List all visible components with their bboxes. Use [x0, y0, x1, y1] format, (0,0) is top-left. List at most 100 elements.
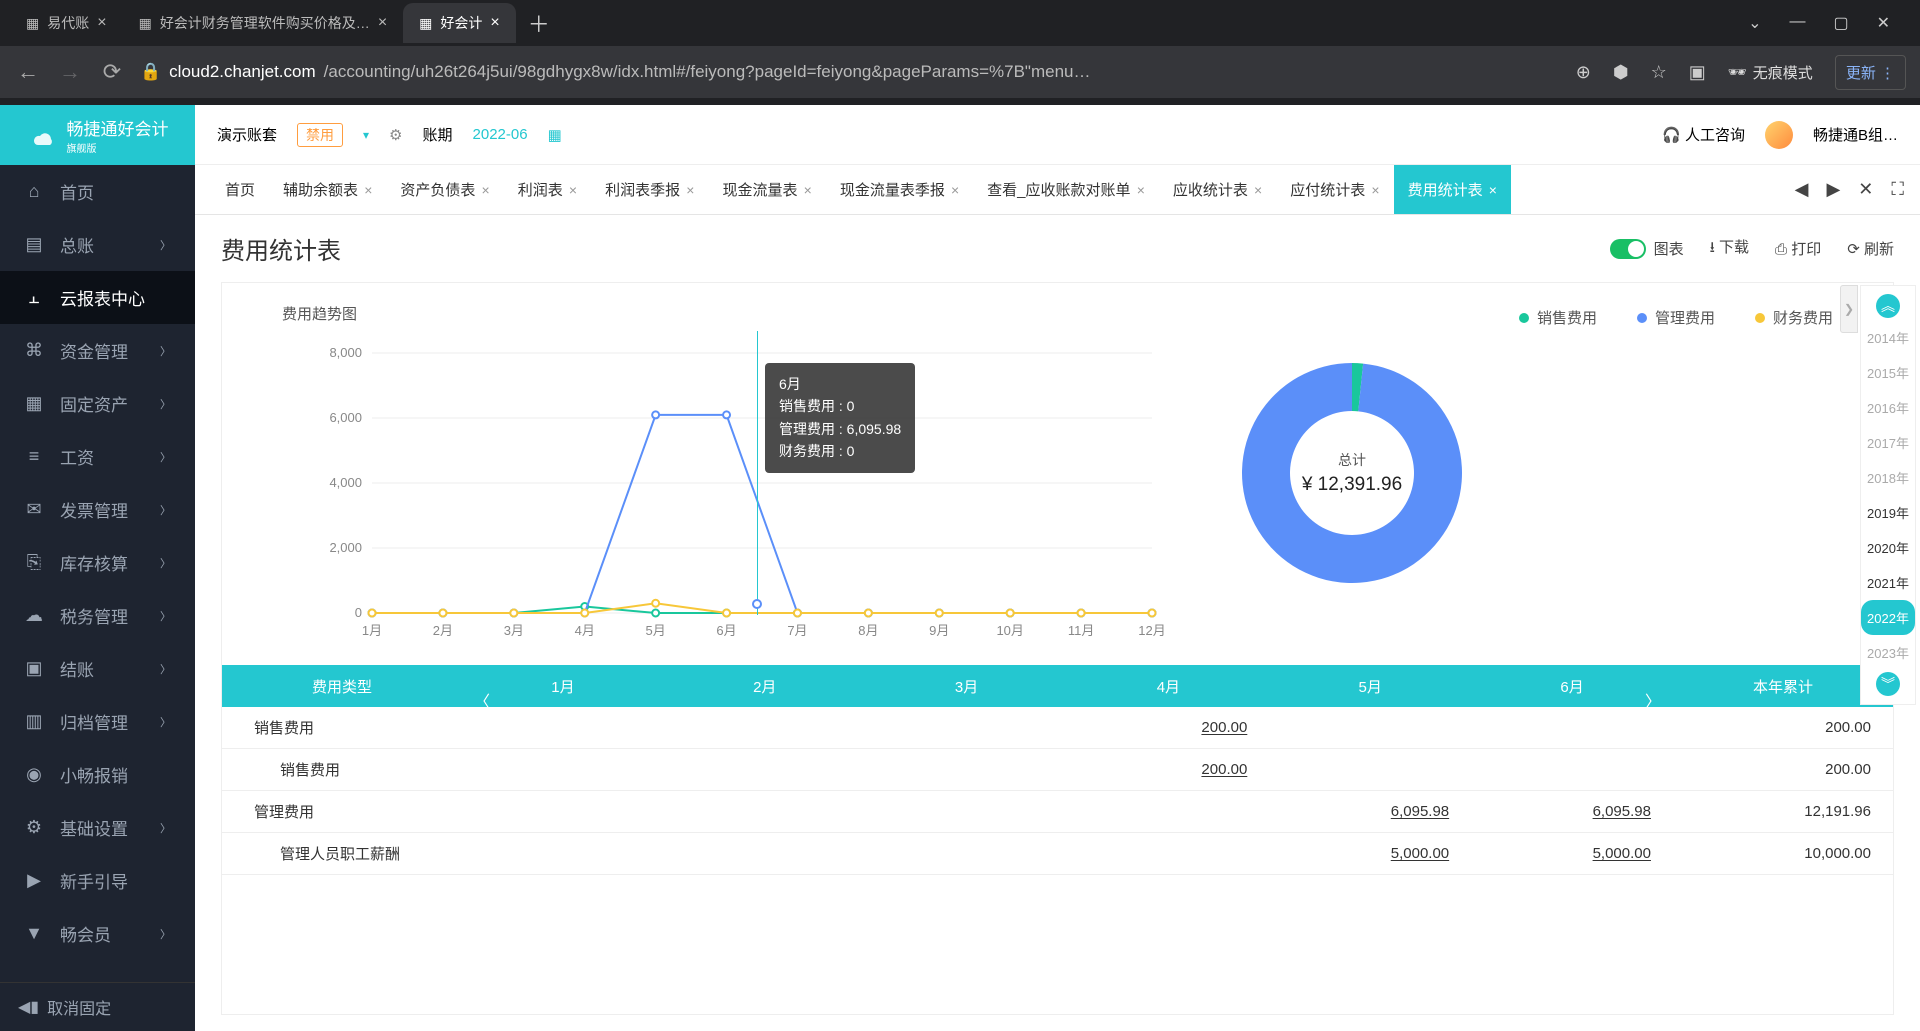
sidebar-item-report2[interactable]: ◉小畅报销: [0, 748, 195, 801]
close-icon[interactable]: ×: [1371, 182, 1379, 198]
maximize-icon[interactable]: ▢: [1833, 13, 1848, 33]
chart-hover-dot: [752, 599, 762, 609]
close-icon[interactable]: ×: [97, 14, 106, 32]
legend-item[interactable]: 财务费用: [1755, 307, 1833, 328]
close-icon[interactable]: ×: [686, 182, 694, 198]
page-tab[interactable]: 辅助余额表 ×: [269, 165, 386, 214]
close-icon[interactable]: ×: [569, 182, 577, 198]
account-selector[interactable]: 演示账套: [217, 124, 277, 145]
year-item[interactable]: 2017年: [1861, 425, 1915, 460]
sidebar-item-inventory[interactable]: ⎘库存核算〉: [0, 536, 195, 589]
year-item[interactable]: 2019年: [1861, 495, 1915, 530]
support-button[interactable]: 🎧 人工咨询: [1662, 124, 1745, 145]
page-tab[interactable]: 资产负债表 ×: [386, 165, 503, 214]
sidebar-item-vip[interactable]: ▼畅会员〉: [0, 907, 195, 960]
extension-icon[interactable]: ⬢: [1613, 62, 1629, 83]
sidebar-item-close-acct[interactable]: ▣结账〉: [0, 642, 195, 695]
sidebar-item-tax[interactable]: ☁税务管理〉: [0, 589, 195, 642]
print-button[interactable]: ⎙ 打印: [1775, 238, 1821, 259]
sidebar-item-settings[interactable]: ⚙基础设置〉: [0, 801, 195, 854]
address-bar[interactable]: 🔒 cloud2.chanjet.com/accounting/uh26t264…: [140, 62, 1562, 82]
minimize-icon[interactable]: ―: [1789, 13, 1805, 33]
fullscreen-icon[interactable]: ⛶: [1891, 179, 1904, 200]
close-icon[interactable]: ×: [1489, 182, 1497, 198]
legend-item[interactable]: 销售费用: [1519, 307, 1597, 328]
table-scroll-right-icon[interactable]: 〉: [1645, 688, 1661, 712]
year-scroll-up-icon[interactable]: ︽: [1876, 294, 1900, 318]
user-label[interactable]: 畅捷通B组…: [1813, 124, 1898, 145]
sidebar-item-ledger[interactable]: ▤总账〉: [0, 218, 195, 271]
tab-next-icon[interactable]: ▶: [1826, 179, 1840, 200]
year-item[interactable]: 2020年: [1861, 530, 1915, 565]
close-icon[interactable]: ×: [1254, 182, 1262, 198]
page-tab[interactable]: 查看_应收账款对账单 ×: [973, 165, 1159, 214]
extension-pin-icon[interactable]: ▣: [1689, 62, 1706, 83]
sidebar-item-asset[interactable]: ▦固定资产〉: [0, 377, 195, 430]
period-value[interactable]: 2022-06: [473, 126, 528, 143]
close-icon[interactable]: ×: [364, 182, 372, 198]
year-scroll-down-icon[interactable]: ︾: [1876, 672, 1900, 696]
page-tab[interactable]: 现金流量表季报 ×: [826, 165, 973, 214]
year-item[interactable]: 2021年: [1861, 565, 1915, 600]
page-tab[interactable]: 现金流量表 ×: [708, 165, 825, 214]
update-button[interactable]: 更新 ⋮: [1835, 55, 1906, 90]
back-icon[interactable]: ←: [14, 59, 42, 85]
legend-item[interactable]: 管理费用: [1637, 307, 1715, 328]
reload-icon[interactable]: ⟳: [98, 59, 126, 85]
page-tab[interactable]: 费用统计表 ×: [1394, 165, 1511, 214]
sidebar-item-salary[interactable]: ≡工资〉: [0, 430, 195, 483]
page-tab[interactable]: 应收统计表 ×: [1159, 165, 1276, 214]
gear-icon[interactable]: ⚙: [389, 126, 402, 144]
sidebar-unpin[interactable]: ◀▮ 取消固定: [0, 982, 195, 1031]
page-tab[interactable]: 首页: [211, 165, 269, 214]
chart-toggle[interactable]: [1610, 239, 1646, 259]
chevron-down-icon[interactable]: ⌄: [1748, 13, 1761, 33]
close-icon[interactable]: ×: [951, 182, 959, 198]
cell-value[interactable]: 200.00: [1067, 761, 1269, 778]
year-item[interactable]: 2016年: [1861, 390, 1915, 425]
avatar[interactable]: [1765, 121, 1793, 149]
panel-collapse-handle[interactable]: ❯: [1840, 285, 1858, 333]
export-button[interactable]: ⭳ 下载: [1710, 236, 1749, 262]
year-item[interactable]: 2015年: [1861, 355, 1915, 390]
tab-close-all-icon[interactable]: ✕: [1858, 179, 1873, 200]
sidebar-item-guide[interactable]: ▶新手引导: [0, 854, 195, 907]
year-item[interactable]: 2022年: [1861, 600, 1915, 635]
cell-value[interactable]: 200.00: [1067, 719, 1269, 736]
browser-tab[interactable]: ▦好会计×: [403, 3, 516, 43]
page-tab[interactable]: 利润表季报 ×: [591, 165, 708, 214]
cell-value[interactable]: 5,000.00: [1471, 845, 1673, 862]
tab-prev-icon[interactable]: ◀: [1795, 179, 1809, 200]
main-panel: 演示账套 禁用 ▾ ⚙ 账期 2022-06 ▦ 🎧 人工咨询 畅捷通B组… 首…: [195, 105, 1920, 1031]
browser-tab[interactable]: ▦好会计财务管理软件购买价格及…×: [123, 3, 404, 43]
new-tab-button[interactable]: ＋: [516, 7, 562, 39]
sidebar-item-archive[interactable]: ▥归档管理〉: [0, 695, 195, 748]
close-icon[interactable]: ×: [378, 14, 387, 32]
sidebar-item-invoice[interactable]: ✉发票管理〉: [0, 483, 195, 536]
close-window-icon[interactable]: ✕: [1877, 13, 1890, 33]
zoom-icon[interactable]: ⊕: [1576, 62, 1591, 83]
page-tab[interactable]: 利润表 ×: [504, 165, 591, 214]
calendar-icon[interactable]: ▦: [548, 126, 562, 144]
table-scroll-left-icon[interactable]: 〈: [474, 688, 490, 712]
cell-value[interactable]: 5,000.00: [1269, 845, 1471, 862]
year-item[interactable]: 2023年: [1861, 635, 1915, 670]
sidebar-item-fund[interactable]: ⌘资金管理〉: [0, 324, 195, 377]
star-icon[interactable]: ☆: [1651, 62, 1667, 83]
chevron-down-icon[interactable]: ▾: [363, 128, 369, 142]
close-icon[interactable]: ×: [804, 182, 812, 198]
refresh-button[interactable]: ⟳ 刷新: [1847, 238, 1894, 259]
year-item[interactable]: 2018年: [1861, 460, 1915, 495]
cell-value[interactable]: 6,095.98: [1471, 803, 1673, 820]
cell-value[interactable]: 6,095.98: [1269, 803, 1471, 820]
sidebar-item-home[interactable]: ⌂首页: [0, 165, 195, 218]
brand-logo[interactable]: 畅捷通好会计旗舰版: [0, 105, 195, 165]
browser-tab[interactable]: ▦易代账×: [10, 3, 123, 43]
sidebar-item-report[interactable]: ⫠云报表中心: [0, 271, 195, 324]
forward-icon[interactable]: →: [56, 59, 84, 85]
close-icon[interactable]: ×: [490, 14, 499, 32]
page-tab[interactable]: 应付统计表 ×: [1276, 165, 1393, 214]
close-icon[interactable]: ×: [482, 182, 490, 198]
close-icon[interactable]: ×: [1137, 182, 1145, 198]
year-item[interactable]: 2014年: [1861, 320, 1915, 355]
